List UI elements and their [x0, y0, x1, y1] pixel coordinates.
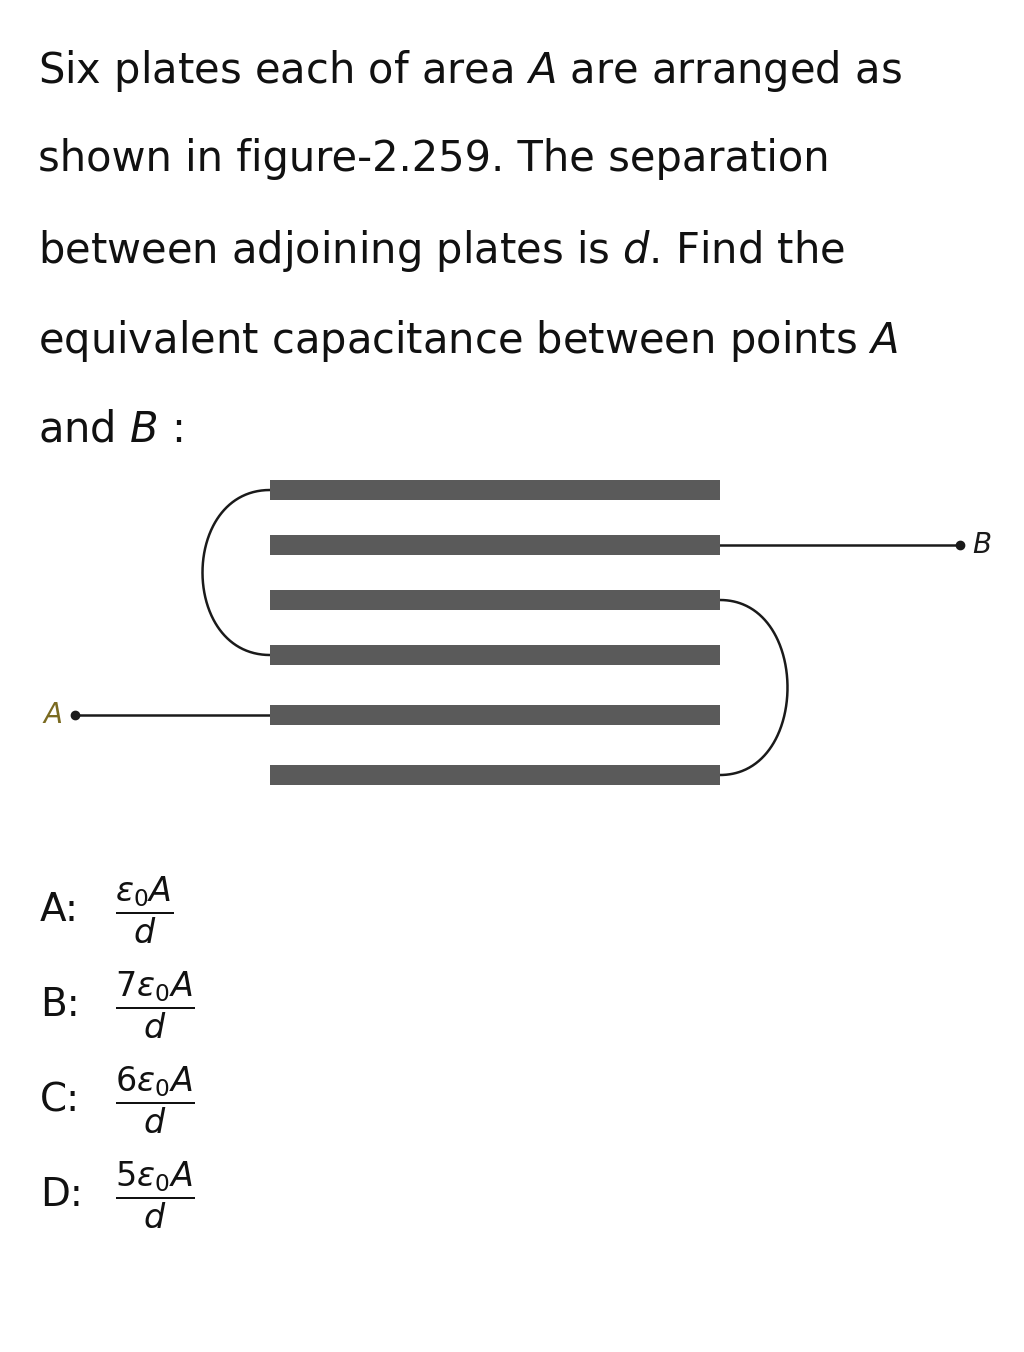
Text: and $\mathit{B}$ :: and $\mathit{B}$ :: [38, 408, 182, 450]
Text: $\dfrac{6\varepsilon_0 A}{d}$: $\dfrac{6\varepsilon_0 A}{d}$: [115, 1064, 195, 1136]
Bar: [270, 704, 720, 725]
Text: $\dfrac{7\varepsilon_0 A}{d}$: $\dfrac{7\varepsilon_0 A}{d}$: [115, 969, 195, 1041]
Bar: [270, 480, 720, 500]
Text: Six plates each of area $\mathit{A}$ are arranged as: Six plates each of area $\mathit{A}$ are…: [38, 49, 902, 95]
Text: $A$: $A$: [42, 700, 63, 729]
Text: equivalent capacitance between points $\mathit{A}$: equivalent capacitance between points $\…: [38, 318, 898, 364]
Text: between adjoining plates is $\mathit{d}$. Find the: between adjoining plates is $\mathit{d}$…: [38, 228, 845, 274]
Bar: [270, 535, 720, 556]
Bar: [270, 645, 720, 665]
Text: D:: D:: [40, 1176, 83, 1214]
Bar: [270, 589, 720, 610]
Text: $B$: $B$: [972, 531, 991, 558]
Text: $\dfrac{5\varepsilon_0 A}{d}$: $\dfrac{5\varepsilon_0 A}{d}$: [115, 1160, 195, 1230]
Text: A:: A:: [40, 891, 79, 929]
Bar: [270, 765, 720, 786]
Text: B:: B:: [40, 986, 80, 1023]
Text: C:: C:: [40, 1082, 80, 1119]
Text: $\dfrac{\varepsilon_0 A}{d}$: $\dfrac{\varepsilon_0 A}{d}$: [115, 875, 174, 945]
Text: shown in figure-2.259. The separation: shown in figure-2.259. The separation: [38, 138, 829, 180]
